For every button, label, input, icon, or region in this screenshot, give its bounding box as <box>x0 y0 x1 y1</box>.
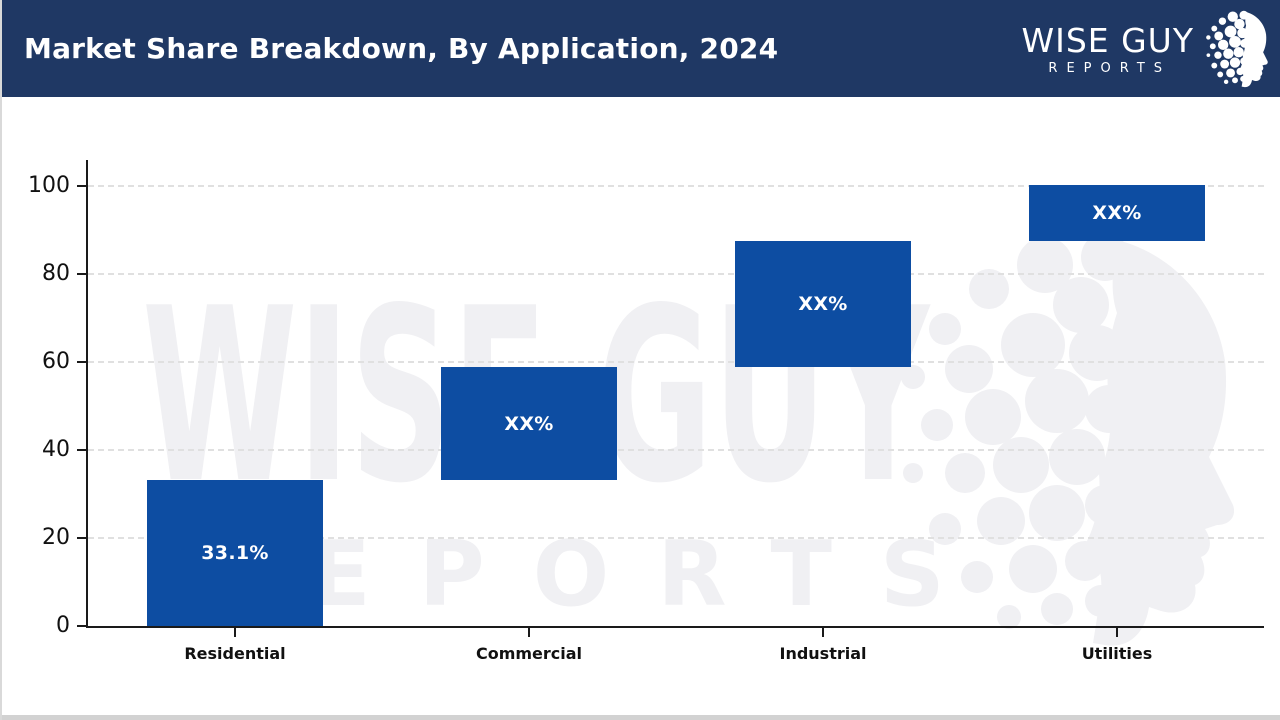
bar-utilities: XX% <box>1029 185 1205 241</box>
y-tick-label: 100 <box>28 173 70 199</box>
bar-industrial: XX% <box>735 240 911 367</box>
watermark-head-icon <box>901 233 1235 646</box>
y-gridline <box>88 185 1264 188</box>
y-tick-label: 40 <box>42 437 70 463</box>
brand-subtitle: REPORTS <box>1048 60 1172 76</box>
x-tick-label: Utilities <box>1081 644 1153 663</box>
brand-logo: WISE GUY REPORTS <box>1010 6 1272 94</box>
y-gridline <box>88 273 1264 276</box>
y-gridline <box>88 449 1264 452</box>
x-axis-line <box>86 626 1264 628</box>
bar-value-label: XX% <box>1092 201 1142 224</box>
header: Market Share Breakdown, By Application, … <box>2 0 1280 97</box>
y-tick-mark <box>77 273 88 276</box>
page-title: Market Share Breakdown, By Application, … <box>24 32 779 65</box>
chart-area: WISE GUY REPORTS 0 20 40 60 80 100 33.1% Reside… <box>2 97 1280 715</box>
x-tick-label: Commercial <box>475 644 583 663</box>
y-tick-mark <box>77 537 88 540</box>
y-tick-mark <box>77 185 88 188</box>
y-tick-label: 0 <box>56 613 70 638</box>
dotted-head-profile-icon <box>1206 10 1268 88</box>
brand-name: WISE GUY <box>1021 21 1194 61</box>
bar-value-label: XX% <box>798 292 848 315</box>
bar-value-label: 33.1% <box>201 542 269 565</box>
x-tick-label: Residential <box>184 644 286 663</box>
bar-residential: 33.1% <box>147 480 323 626</box>
y-gridline <box>88 537 1264 540</box>
y-tick-mark <box>77 625 88 627</box>
bottom-border <box>2 715 1280 720</box>
y-tick-mark <box>77 449 88 452</box>
x-tick-mark <box>1116 628 1118 637</box>
y-tick-label: 20 <box>42 525 70 551</box>
y-tick-label: 80 <box>42 261 70 287</box>
brand-logo-text: WISE GUY REPORTS <box>1021 24 1194 76</box>
x-tick-mark <box>234 628 236 637</box>
x-tick-label: Industrial <box>779 644 867 663</box>
bar-commercial: XX% <box>441 366 617 481</box>
x-tick-mark <box>528 628 530 637</box>
x-tick-mark <box>822 628 824 637</box>
bar-value-label: XX% <box>504 412 554 435</box>
y-tick-label: 60 <box>42 349 70 375</box>
y-axis-line <box>86 160 88 628</box>
y-gridline <box>88 361 1264 364</box>
y-tick-mark <box>77 361 88 364</box>
